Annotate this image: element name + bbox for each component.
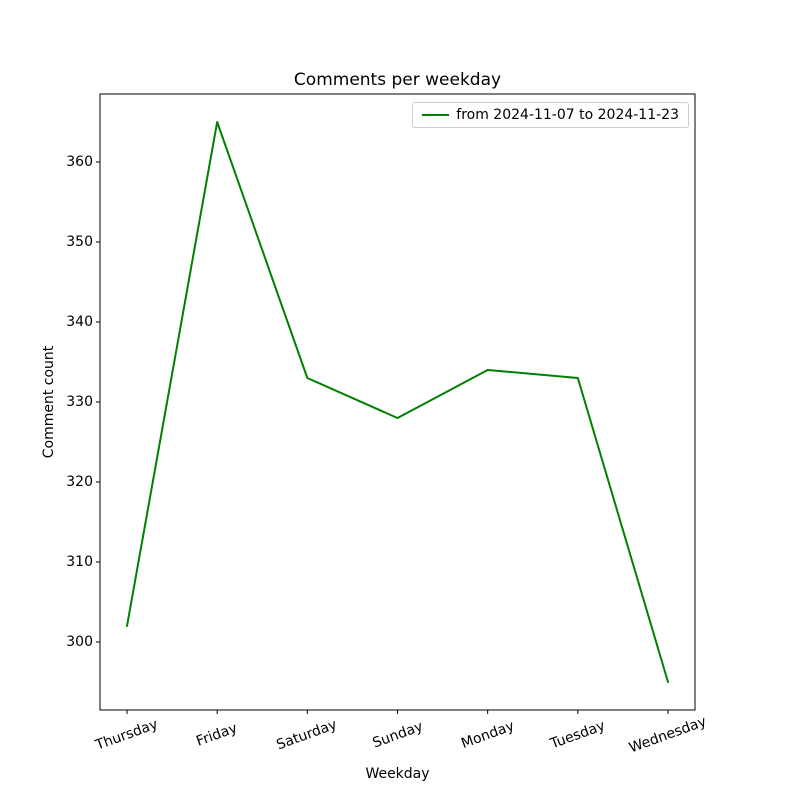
series-line: [126, 121, 669, 683]
y-tick-label: 350: [66, 233, 93, 250]
x-axis-label: Weekday: [365, 766, 430, 782]
y-tick-label: 310: [66, 553, 93, 570]
legend-line-sample: [422, 114, 450, 116]
y-tick-label: 340: [66, 313, 93, 330]
axes-box: [99, 93, 696, 711]
y-tick-label: 300: [66, 633, 93, 650]
chart-title: Comments per weekday: [293, 70, 502, 90]
y-tick-label: 330: [66, 393, 93, 410]
y-tick-label: 320: [66, 473, 93, 490]
y-tick-label: 360: [66, 153, 93, 170]
legend: from 2024-11-07 to 2024-11-23: [412, 102, 689, 128]
legend-label: from 2024-11-07 to 2024-11-23: [456, 107, 679, 123]
